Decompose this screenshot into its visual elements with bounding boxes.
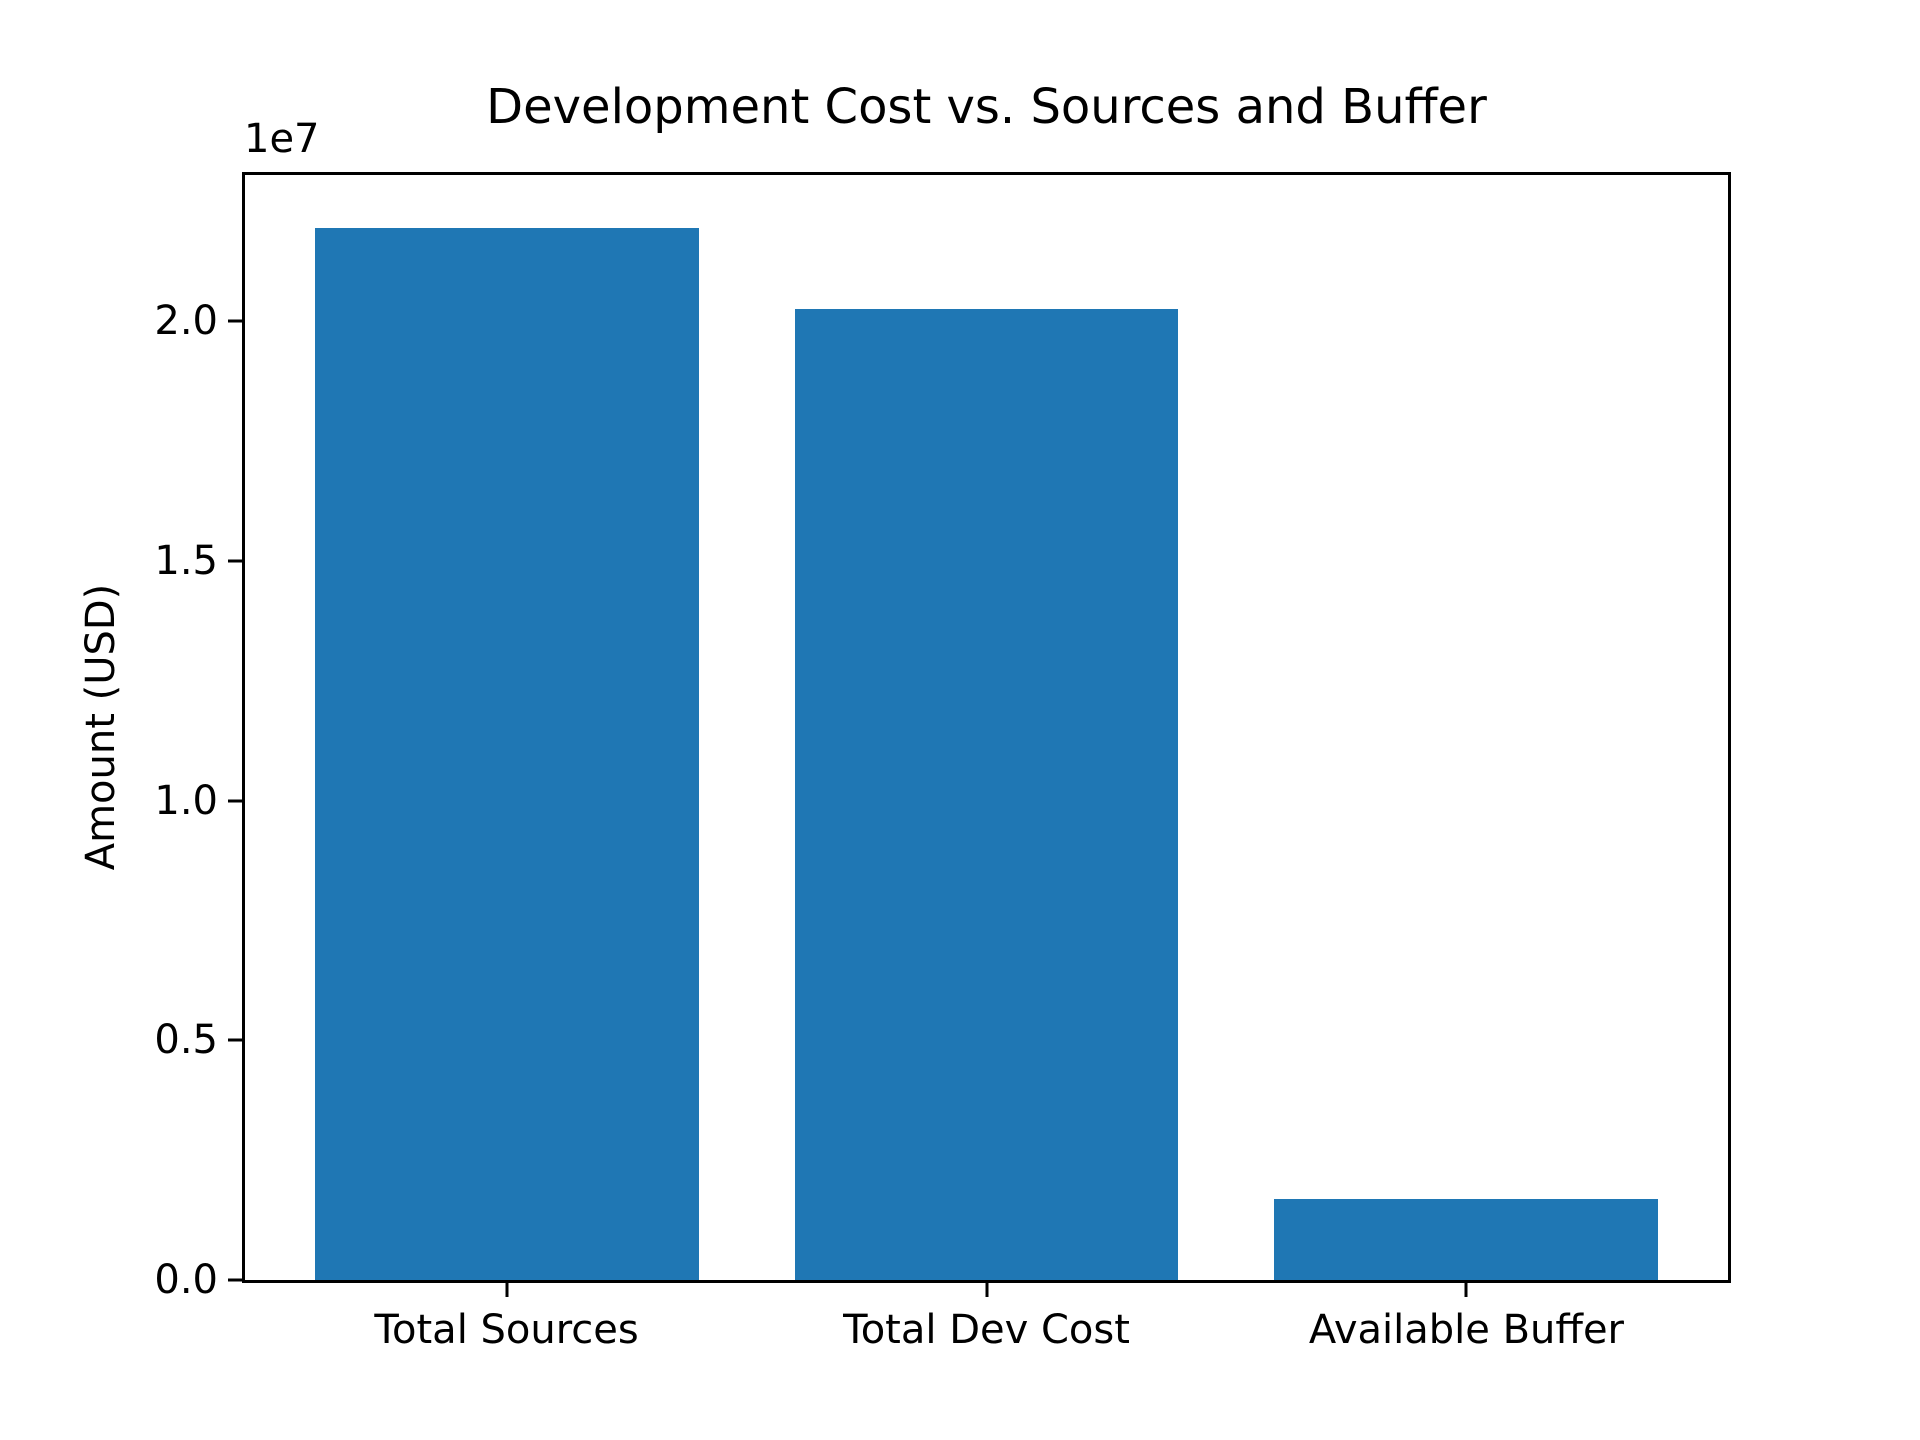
x-tick-label: Total Dev Cost — [843, 1307, 1130, 1353]
y-tick-label: 0.5 — [154, 1017, 218, 1064]
chart-title: Development Cost vs. Sources and Buffer — [486, 79, 1487, 135]
y-tick-mark — [228, 319, 242, 323]
x-tick-mark — [505, 1283, 509, 1297]
y-axis-offset-text: 1e7 — [244, 116, 320, 162]
bar — [314, 227, 699, 1280]
y-tick-mark — [228, 1278, 242, 1282]
y-tick-mark — [228, 1038, 242, 1042]
plot-area: 0.0 0.5 1.0 1.5 2.0 Total Sources Total Dev Co… — [154, 172, 1731, 1353]
y-tick-mark — [228, 559, 242, 563]
y-tick-label: 1.5 — [154, 537, 218, 584]
x-tick-mark — [1464, 1283, 1468, 1297]
bar — [1274, 1198, 1659, 1280]
x-tick-mark — [985, 1283, 988, 1297]
x-tick-label: Total Sources — [374, 1307, 639, 1353]
y-tick-mark — [228, 799, 242, 803]
y-tick-label: 1.0 — [154, 777, 218, 824]
y-tick-label: 2.0 — [154, 298, 218, 345]
x-tick-label: Available Buffer — [1308, 1307, 1625, 1353]
y-axis-label: Amount (USD) — [78, 583, 124, 871]
y-tick-label: 0.0 — [154, 1257, 218, 1303]
bar — [794, 309, 1179, 1280]
